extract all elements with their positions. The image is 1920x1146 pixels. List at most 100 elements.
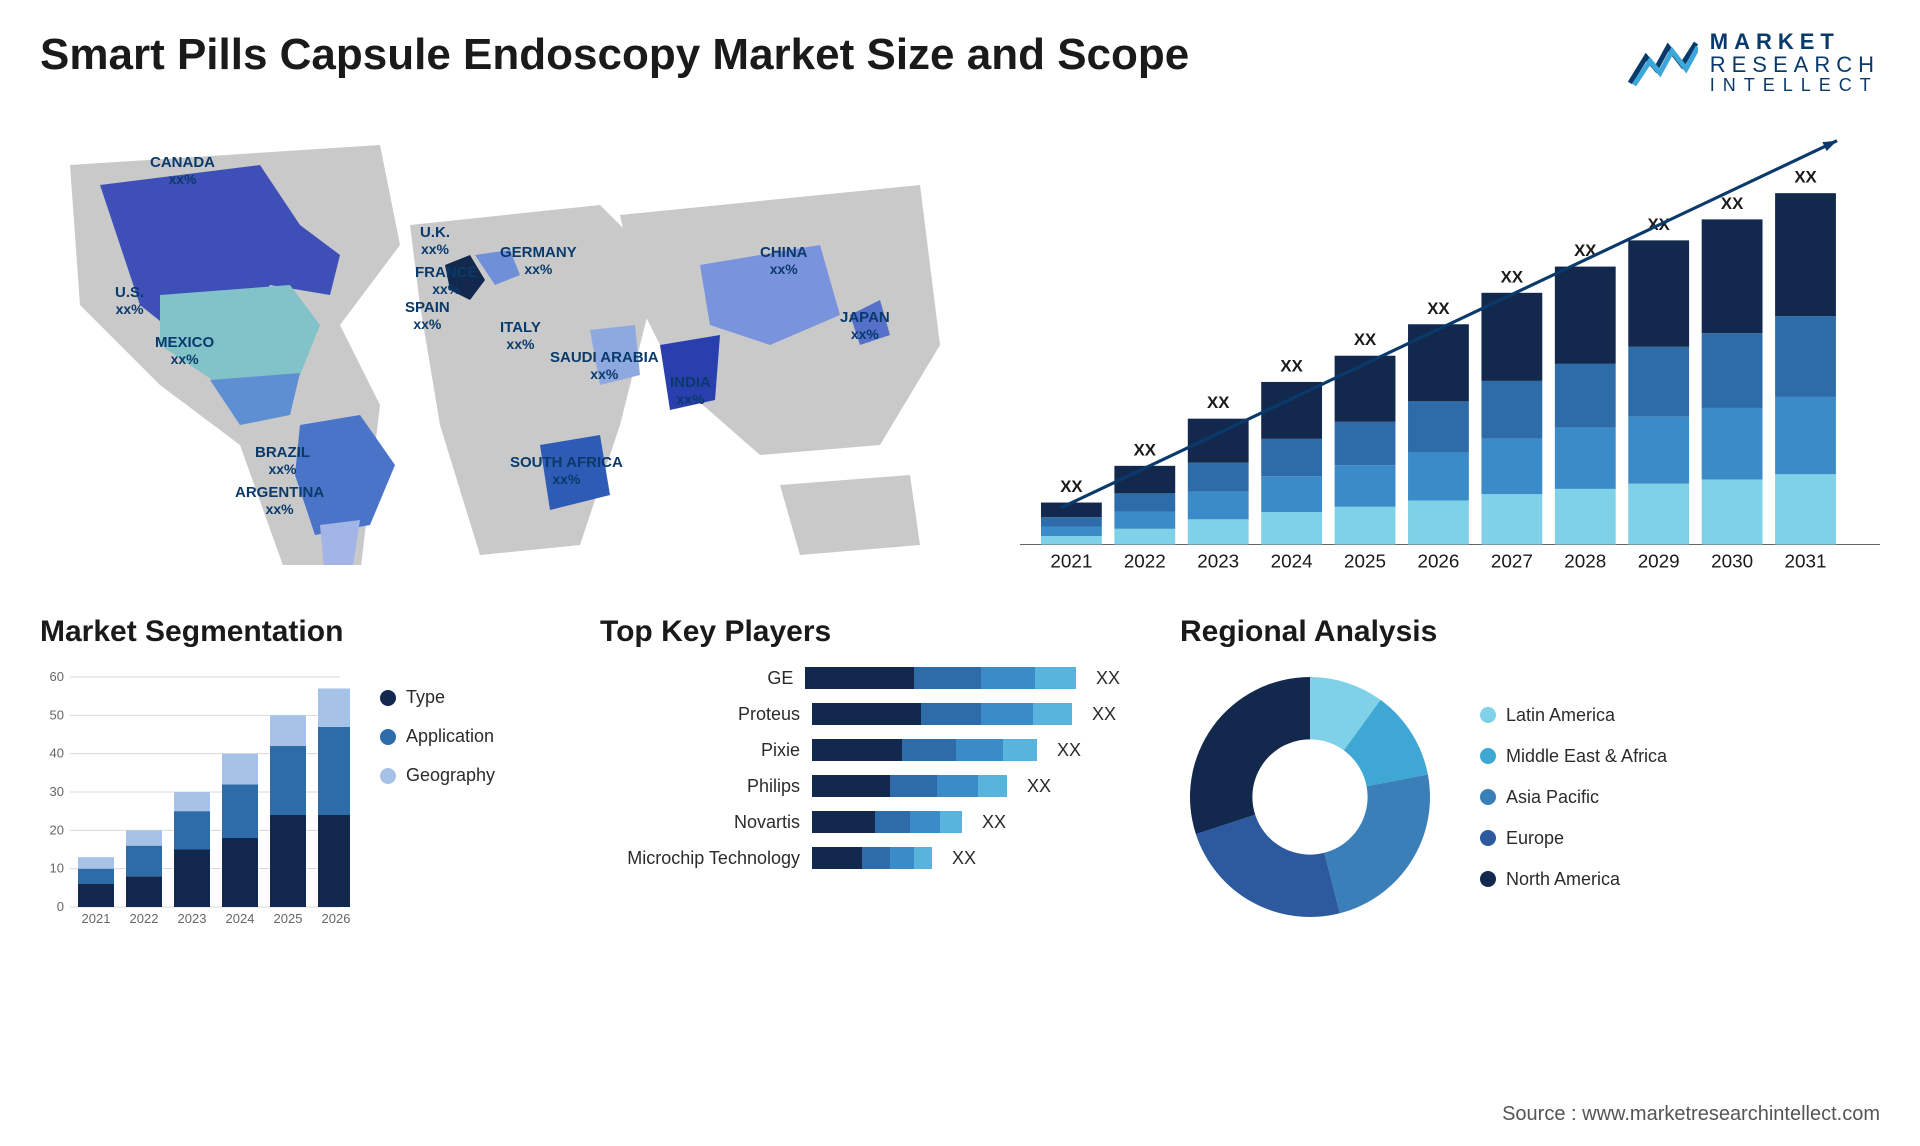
legend-dot-icon: [1480, 830, 1496, 846]
legend-dot-icon: [380, 768, 396, 784]
legend-dot-icon: [380, 690, 396, 706]
svg-text:10: 10: [50, 861, 64, 876]
legend-item: Middle East & Africa: [1480, 746, 1667, 767]
svg-text:XX: XX: [1134, 440, 1157, 459]
segmentation-legend: TypeApplicationGeography: [380, 667, 495, 927]
svg-text:2031: 2031: [1785, 551, 1827, 572]
svg-text:2029: 2029: [1638, 551, 1680, 572]
player-row: PhilipsXX: [600, 775, 1120, 797]
svg-text:2022: 2022: [1124, 551, 1166, 572]
svg-text:XX: XX: [1794, 168, 1817, 187]
regional-donut-chart: [1180, 667, 1440, 927]
map-label: U.K.xx%: [420, 225, 450, 257]
svg-text:XX: XX: [1501, 267, 1524, 286]
player-value: XX: [1096, 668, 1120, 689]
svg-text:2024: 2024: [1271, 551, 1313, 572]
player-row: GE XX: [600, 667, 1120, 689]
legend-label: Middle East & Africa: [1506, 746, 1667, 767]
player-bar: [805, 667, 1076, 689]
svg-text:2023: 2023: [178, 911, 207, 926]
player-value: XX: [1092, 704, 1116, 725]
map-label: CHINAxx%: [760, 245, 808, 277]
legend-label: Application: [406, 726, 494, 747]
svg-text:2030: 2030: [1711, 551, 1753, 572]
legend-item: Asia Pacific: [1480, 787, 1667, 808]
svg-text:XX: XX: [1280, 357, 1303, 376]
map-label: MEXICOxx%: [155, 335, 214, 367]
svg-text:2025: 2025: [1344, 551, 1386, 572]
growth-chart-panel: XX2021XX2022XX2023XX2024XX2025XX2026XX20…: [1020, 125, 1880, 565]
svg-text:2022: 2022: [130, 911, 159, 926]
legend-label: Type: [406, 687, 445, 708]
players-hbar-chart: GE XX Proteus XX Pixie XX PhilipsXX NovartisXX M…: [600, 667, 1120, 869]
legend-item: Latin America: [1480, 705, 1667, 726]
growth-bar-chart: XX 2021 XX 2022 XX 2023 XX 2024 XX 2025 XX 2026 XX 20…: [1020, 125, 1880, 586]
player-name: Microchip Technology: [600, 848, 800, 869]
svg-text:2021: 2021: [1050, 551, 1092, 572]
logo-text-1: MARKET: [1710, 30, 1880, 53]
logo-mountain-icon: [1628, 39, 1698, 87]
svg-text:2028: 2028: [1564, 551, 1606, 572]
source-url: www.marketresearchintellect.com: [1582, 1103, 1880, 1125]
player-row: Proteus XX: [600, 703, 1120, 725]
source-label: Source :: [1502, 1103, 1582, 1125]
svg-text:2027: 2027: [1491, 551, 1533, 572]
regional-title: Regional Analysis: [1180, 615, 1880, 649]
player-name: Pixie: [600, 740, 800, 761]
map-label: U.S.xx%: [115, 285, 144, 317]
legend-item: Type: [380, 687, 495, 708]
player-value: XX: [952, 848, 976, 869]
svg-text:2026: 2026: [1417, 551, 1459, 572]
map-label: ITALYxx%: [500, 320, 541, 352]
player-name: GE: [600, 668, 793, 689]
map-label: FRANCExx%: [415, 265, 478, 297]
map-label: GERMANYxx%: [500, 245, 577, 277]
segmentation-panel: Market Segmentation 01020304050602021202…: [40, 615, 540, 927]
legend-label: Latin America: [1506, 705, 1615, 726]
map-label: SOUTH AFRICAxx%: [510, 455, 623, 487]
player-bar: [812, 703, 1072, 725]
logo-text-2: RESEARCH: [1710, 53, 1880, 76]
svg-text:XX: XX: [1427, 299, 1450, 318]
svg-text:XX: XX: [1721, 194, 1744, 213]
player-bar: [812, 739, 1037, 761]
player-bar: [812, 847, 932, 869]
svg-text:2023: 2023: [1197, 551, 1239, 572]
players-title: Top Key Players: [600, 615, 1120, 649]
world-map-panel: CANADAxx% U.S.xx% MEXICOxx% BRAZILxx% ARGENT…: [40, 125, 960, 565]
source-attribution: Source : www.marketresearchintellect.com: [1502, 1103, 1880, 1126]
player-name: Proteus: [600, 704, 800, 725]
page-title: Smart Pills Capsule Endoscopy Market Siz…: [40, 30, 1189, 80]
regional-legend: Latin America Middle East & Africa Asia Pa…: [1480, 705, 1667, 890]
svg-text:2025: 2025: [274, 911, 303, 926]
svg-text:0: 0: [57, 899, 64, 914]
map-label: INDIAxx%: [670, 375, 711, 407]
svg-text:2024: 2024: [226, 911, 255, 926]
svg-text:XX: XX: [1060, 477, 1083, 496]
regional-panel: Regional Analysis Latin America Middle Ea…: [1180, 615, 1880, 927]
player-bar: [812, 775, 1007, 797]
svg-text:2026: 2026: [322, 911, 350, 926]
player-row: NovartisXX: [600, 811, 1120, 833]
map-label: CANADAxx%: [150, 155, 215, 187]
svg-text:2021: 2021: [82, 911, 111, 926]
map-label: SAUDI ARABIAxx%: [550, 350, 659, 382]
legend-dot-icon: [1480, 707, 1496, 723]
legend-label: Asia Pacific: [1506, 787, 1599, 808]
map-label: BRAZILxx%: [255, 445, 310, 477]
legend-dot-icon: [1480, 789, 1496, 805]
logo-text-3: INTELLECT: [1710, 76, 1880, 95]
svg-text:40: 40: [50, 746, 64, 761]
map-label: SPAINxx%: [405, 300, 450, 332]
player-bar: [812, 811, 962, 833]
svg-text:20: 20: [50, 822, 64, 837]
legend-label: Europe: [1506, 828, 1564, 849]
legend-item: Europe: [1480, 828, 1667, 849]
svg-text:60: 60: [50, 669, 64, 684]
segmentation-title: Market Segmentation: [40, 615, 540, 649]
segmentation-bar-chart: 0102030405060202120222023202420252026: [40, 667, 350, 927]
legend-dot-icon: [380, 729, 396, 745]
legend-item: Application: [380, 726, 495, 747]
legend-label: North America: [1506, 869, 1620, 890]
map-label: ARGENTINAxx%: [235, 485, 324, 517]
